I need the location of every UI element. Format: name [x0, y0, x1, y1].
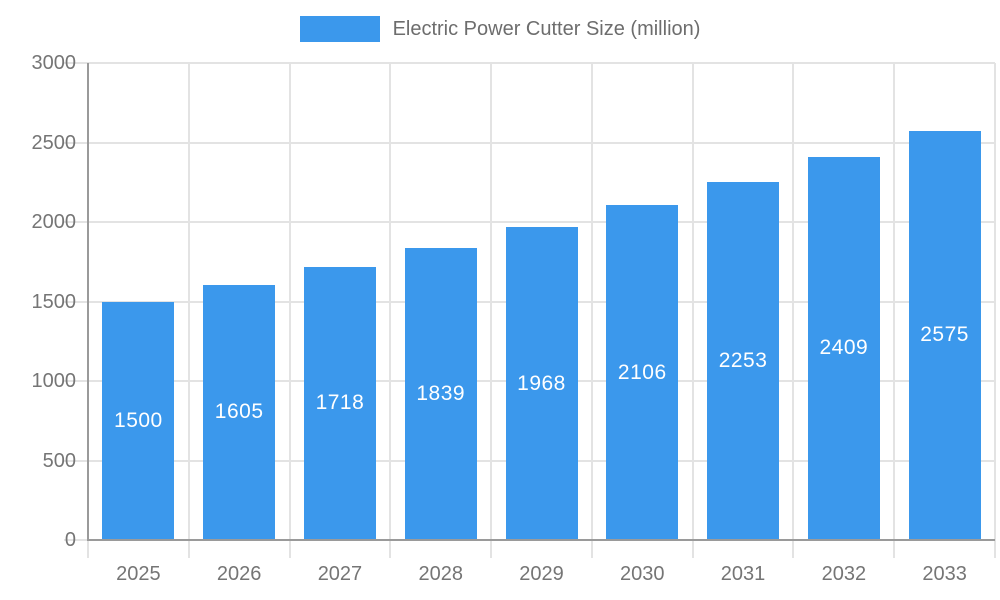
- bar[interactable]: 2106: [606, 205, 679, 540]
- x-axis-tick: [187, 540, 190, 558]
- x-axis-tick: [590, 540, 593, 558]
- x-axis-label: 2031: [720, 563, 766, 585]
- y-axis-tick: [64, 459, 88, 462]
- y-axis-tick: [64, 300, 88, 303]
- x-axis-tick: [87, 540, 89, 558]
- x-gridline: [792, 63, 795, 540]
- y-axis-label: 2500: [31, 131, 77, 154]
- y-axis-label: 2000: [31, 211, 77, 233]
- x-axis-line: [87, 539, 995, 541]
- x-axis-label: 2028: [418, 563, 463, 585]
- bar-value-label: 1968: [517, 371, 566, 395]
- x-gridline: [490, 63, 493, 540]
- bar-value-label: 2106: [617, 360, 667, 384]
- x-gridline: [187, 63, 190, 540]
- bar[interactable]: 1968: [505, 227, 578, 540]
- y-gridline: [88, 141, 995, 144]
- y-axis-tick: [64, 221, 88, 223]
- x-gridline: [389, 63, 392, 540]
- bar-value-label: 2409: [819, 336, 869, 360]
- y-axis-tick: [64, 539, 88, 541]
- legend-swatch: [299, 16, 380, 42]
- y-axis-label: 0: [64, 529, 76, 551]
- x-axis-label: 2033: [922, 563, 967, 585]
- x-axis-tick: [691, 540, 694, 558]
- x-gridline: [288, 63, 291, 540]
- x-axis-tick: [792, 540, 795, 558]
- bar[interactable]: 2409: [807, 156, 880, 540]
- legend-item[interactable]: Electric Power Cutter Size (million): [299, 16, 701, 42]
- x-gridline: [590, 63, 593, 540]
- bar-value-label: 1605: [214, 400, 264, 424]
- bar-value-label: 2575: [920, 323, 969, 347]
- bar[interactable]: 1605: [203, 284, 276, 540]
- x-axis-label: 2027: [317, 563, 363, 585]
- y-axis-label: 3000: [31, 52, 77, 74]
- bar[interactable]: 1500: [102, 301, 175, 540]
- y-axis-tick: [64, 62, 88, 64]
- x-gridline: [893, 63, 896, 540]
- y-axis-tick: [64, 380, 88, 382]
- x-axis-label: 2029: [519, 563, 564, 585]
- bar[interactable]: 2575: [908, 130, 981, 540]
- x-axis-tick: [893, 540, 896, 558]
- x-axis-tick: [288, 540, 291, 558]
- x-gridline: [691, 63, 694, 540]
- y-axis-line: [87, 63, 89, 540]
- x-axis-label: 2030: [620, 563, 665, 585]
- x-axis-label: 2025: [116, 563, 161, 585]
- y-gridline: [88, 221, 995, 223]
- bar-value-label: 1500: [114, 408, 163, 432]
- y-axis-tick: [64, 141, 88, 144]
- bar[interactable]: 1718: [303, 266, 376, 540]
- legend: Electric Power Cutter Size (million): [0, 16, 1000, 42]
- y-axis-label: 1500: [31, 290, 77, 313]
- x-axis-label: 2032: [821, 563, 867, 585]
- x-axis-tick: [389, 540, 392, 558]
- y-axis-label: 500: [42, 449, 76, 472]
- x-gridline: [994, 63, 996, 540]
- x-axis-tick: [490, 540, 493, 558]
- bar-value-label: 1718: [315, 391, 365, 415]
- legend-label: Electric Power Cutter Size (million): [392, 17, 701, 40]
- bar[interactable]: 1839: [404, 247, 477, 540]
- bar-value-label: 2253: [718, 348, 768, 372]
- x-axis-label: 2026: [216, 563, 262, 585]
- bar[interactable]: 2253: [707, 181, 780, 540]
- bar-value-label: 1839: [416, 381, 466, 405]
- x-axis-tick: [994, 540, 996, 558]
- y-axis-label: 1000: [31, 370, 77, 392]
- y-gridline: [88, 62, 995, 64]
